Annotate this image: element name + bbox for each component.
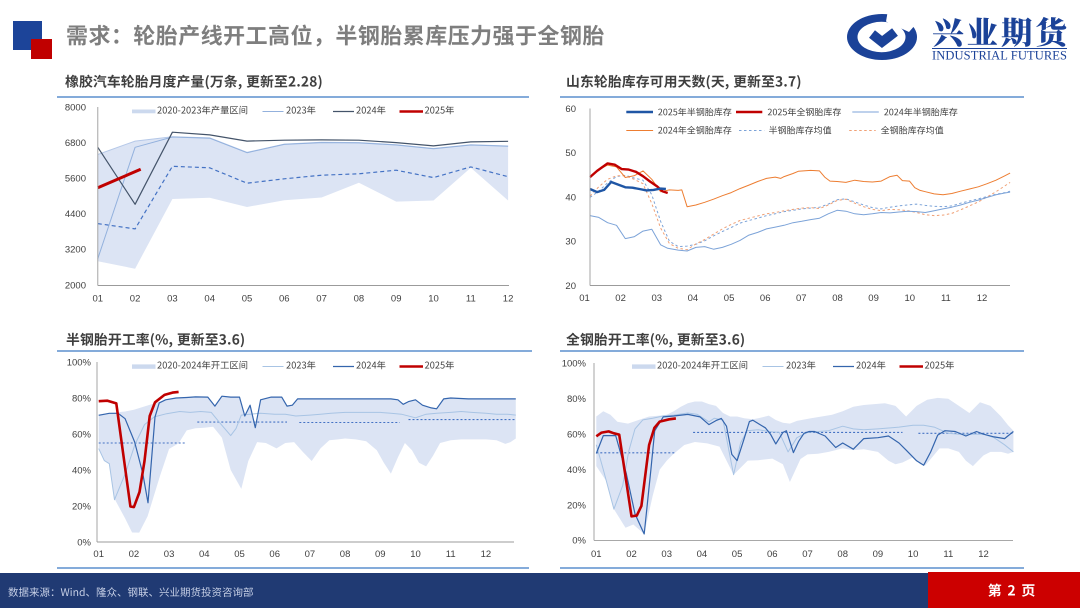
svg-text:4400: 4400: [65, 209, 86, 220]
svg-text:0%: 0%: [572, 536, 586, 547]
svg-text:2000: 2000: [65, 280, 86, 291]
svg-text:02: 02: [626, 549, 637, 560]
svg-text:07: 07: [802, 549, 813, 560]
svg-text:01: 01: [93, 549, 104, 560]
svg-text:11: 11: [446, 549, 456, 560]
svg-text:INDUSTRIAL FUTURES: INDUSTRIAL FUTURES: [932, 49, 1067, 63]
svg-text:20%: 20%: [72, 501, 92, 512]
svg-text:6800: 6800: [65, 138, 86, 149]
svg-text:07: 07: [305, 549, 316, 560]
svg-text:10: 10: [428, 294, 439, 305]
svg-text:60: 60: [565, 104, 576, 115]
svg-text:08: 08: [837, 549, 848, 560]
svg-text:01: 01: [591, 549, 602, 560]
svg-text:02: 02: [129, 549, 140, 560]
svg-text:40%: 40%: [72, 465, 92, 476]
svg-text:03: 03: [661, 549, 672, 560]
svg-text:60%: 60%: [72, 429, 92, 440]
svg-text:80%: 80%: [72, 393, 92, 404]
svg-text:09: 09: [375, 549, 386, 560]
svg-text:40%: 40%: [567, 465, 587, 476]
svg-text:12: 12: [481, 549, 492, 560]
svg-text:12: 12: [503, 294, 514, 305]
svg-text:10: 10: [908, 549, 919, 560]
svg-text:06: 06: [269, 549, 280, 560]
svg-text:06: 06: [760, 293, 771, 304]
svg-text:08: 08: [340, 549, 351, 560]
svg-text:04: 04: [688, 293, 699, 304]
svg-text:06: 06: [767, 549, 778, 560]
svg-text:20: 20: [565, 281, 576, 292]
svg-text:50: 50: [565, 148, 576, 159]
svg-text:12: 12: [978, 549, 989, 560]
svg-text:06: 06: [279, 294, 290, 305]
svg-text:03: 03: [167, 294, 178, 305]
svg-text:60%: 60%: [567, 430, 587, 441]
svg-text:8000: 8000: [65, 102, 86, 113]
svg-text:07: 07: [316, 294, 327, 305]
svg-text:12: 12: [977, 293, 988, 304]
svg-text:08: 08: [832, 293, 843, 304]
svg-text:01: 01: [93, 294, 104, 305]
svg-text:02: 02: [615, 293, 626, 304]
svg-text:11: 11: [941, 293, 951, 304]
svg-text:20%: 20%: [567, 500, 587, 511]
svg-text:03: 03: [164, 549, 175, 560]
svg-text:07: 07: [796, 293, 807, 304]
svg-text:03: 03: [652, 293, 663, 304]
svg-text:100%: 100%: [562, 359, 587, 370]
svg-text:40: 40: [565, 192, 576, 203]
svg-text:80%: 80%: [567, 394, 587, 405]
svg-text:09: 09: [868, 293, 879, 304]
svg-text:100%: 100%: [67, 357, 92, 368]
svg-text:0%: 0%: [77, 537, 91, 548]
svg-text:04: 04: [697, 549, 708, 560]
svg-text:09: 09: [873, 549, 884, 560]
svg-text:09: 09: [391, 294, 402, 305]
svg-text:30: 30: [565, 237, 576, 248]
svg-text:04: 04: [204, 294, 215, 305]
svg-text:3200: 3200: [65, 245, 86, 256]
svg-text:05: 05: [724, 293, 735, 304]
svg-text:11: 11: [943, 549, 953, 560]
svg-text:01: 01: [579, 293, 590, 304]
svg-text:04: 04: [199, 549, 210, 560]
svg-text:5600: 5600: [65, 174, 86, 185]
svg-text:05: 05: [242, 294, 253, 305]
svg-text:11: 11: [466, 294, 476, 305]
svg-text:05: 05: [234, 549, 245, 560]
svg-text:02: 02: [130, 294, 141, 305]
svg-text:10: 10: [905, 293, 916, 304]
svg-text:10: 10: [410, 549, 421, 560]
svg-text:08: 08: [354, 294, 365, 305]
svg-text:05: 05: [732, 549, 743, 560]
